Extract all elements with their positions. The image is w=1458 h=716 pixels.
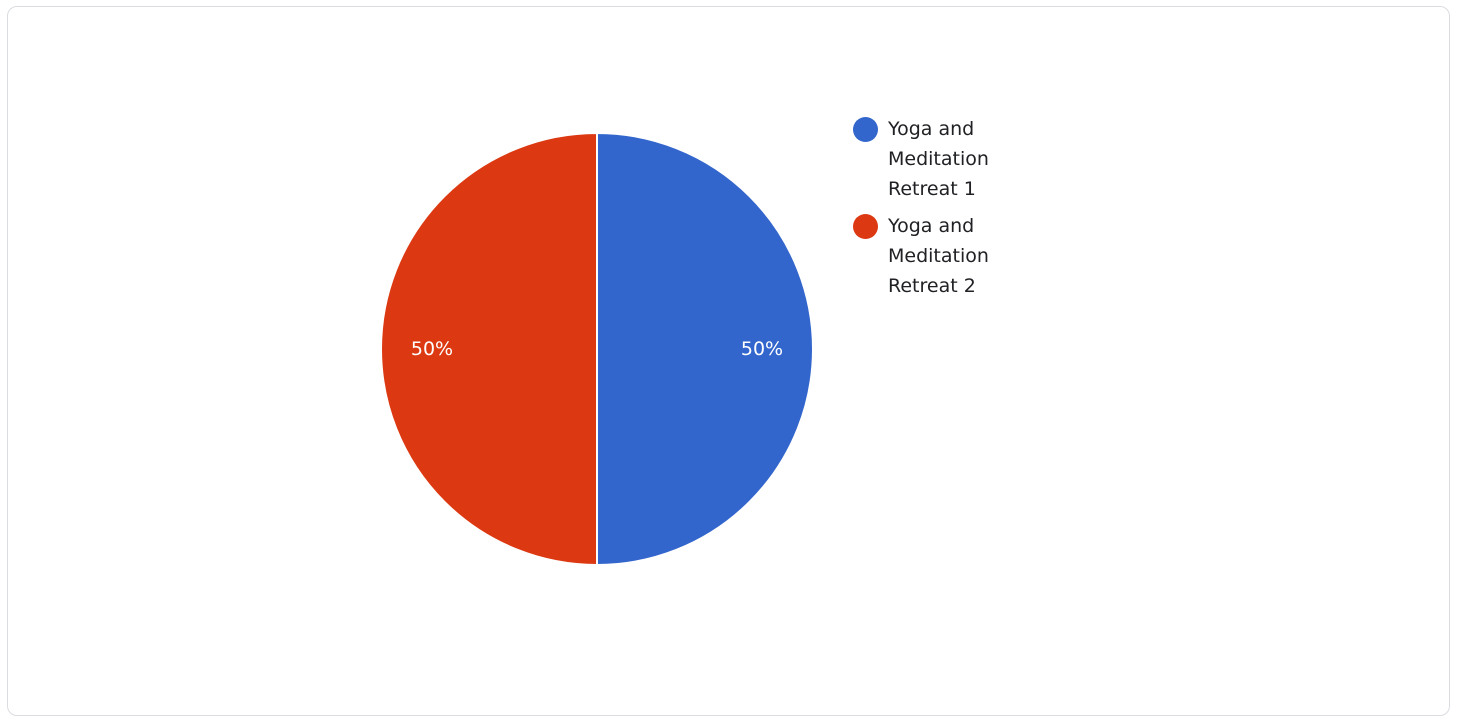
legend-label: Yoga and Meditation Retreat 1: [888, 118, 989, 200]
pie-slice-2[interactable]: [380, 131, 598, 567]
slice-percent-label: 50%: [741, 338, 783, 360]
pie-slice-1[interactable]: [596, 131, 814, 567]
slice-percent-label: 50%: [411, 338, 453, 360]
legend-swatch: [853, 117, 878, 142]
legend-swatch: [853, 214, 878, 239]
legend: Yoga and Meditation Retreat 1 Yoga and M…: [853, 114, 1053, 308]
legend-item-retreat-2[interactable]: Yoga and Meditation Retreat 2: [853, 211, 1053, 301]
legend-item-retreat-1[interactable]: Yoga and Meditation Retreat 1: [853, 114, 1053, 204]
legend-label: Yoga and Meditation Retreat 2: [888, 215, 989, 297]
